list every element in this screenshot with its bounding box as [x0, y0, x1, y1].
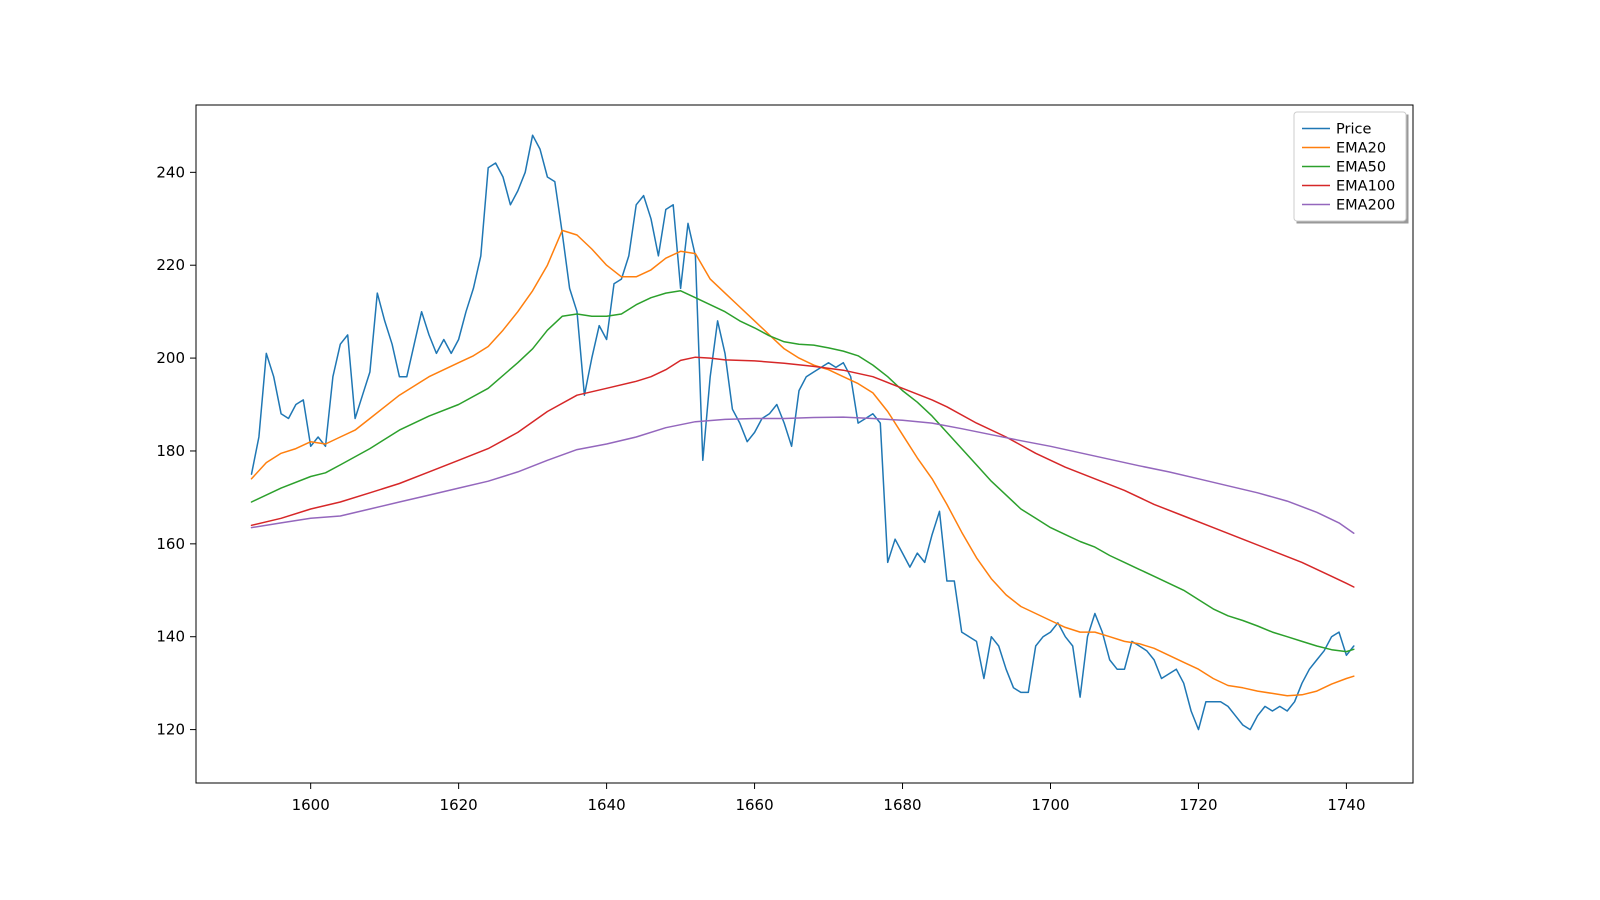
legend: Price EMA20 EMA50 EMA100 EMA200 — [1293, 111, 1409, 224]
series-ema20 — [250, 229, 1355, 697]
x-tick-label: 1620 — [440, 796, 478, 814]
legend-label: EMA200 — [1336, 198, 1395, 214]
x-tick-label: 1720 — [1179, 796, 1217, 814]
x-tick-label: 1660 — [735, 796, 773, 814]
y-tick-label: 160 — [156, 535, 185, 553]
x-tick-label: 1740 — [1327, 796, 1365, 814]
y-tick-label: 220 — [156, 256, 185, 274]
x-tick-label: 1600 — [292, 796, 330, 814]
legend-item-ema200: EMA200 — [1302, 198, 1395, 214]
y-tick-label: 140 — [156, 628, 185, 646]
plot-area — [195, 104, 1414, 784]
legend-item-ema100: EMA100 — [1302, 179, 1395, 195]
x-tick-label: 1700 — [1031, 796, 1069, 814]
x-tick-label: 1640 — [588, 796, 626, 814]
legend-item-price: Price — [1302, 122, 1371, 138]
legend-item-ema50: EMA50 — [1302, 160, 1386, 176]
x-tick-label: 1680 — [883, 796, 921, 814]
series-ema200 — [250, 416, 1355, 534]
legend-item-ema20: EMA20 — [1302, 141, 1386, 157]
legend-box — [1293, 111, 1407, 222]
series-ema100 — [250, 356, 1355, 588]
y-tick-label: 240 — [156, 163, 185, 181]
y-tick-label: 120 — [156, 721, 185, 739]
legend-label: EMA100 — [1336, 179, 1395, 195]
legend-label: EMA20 — [1336, 141, 1386, 157]
y-tick-label: 200 — [156, 349, 185, 367]
series-price — [250, 134, 1355, 731]
series-ema50 — [250, 290, 1355, 653]
y-tick-label: 180 — [156, 442, 185, 460]
legend-label: Price — [1336, 122, 1371, 138]
legend-label: EMA50 — [1336, 160, 1386, 176]
